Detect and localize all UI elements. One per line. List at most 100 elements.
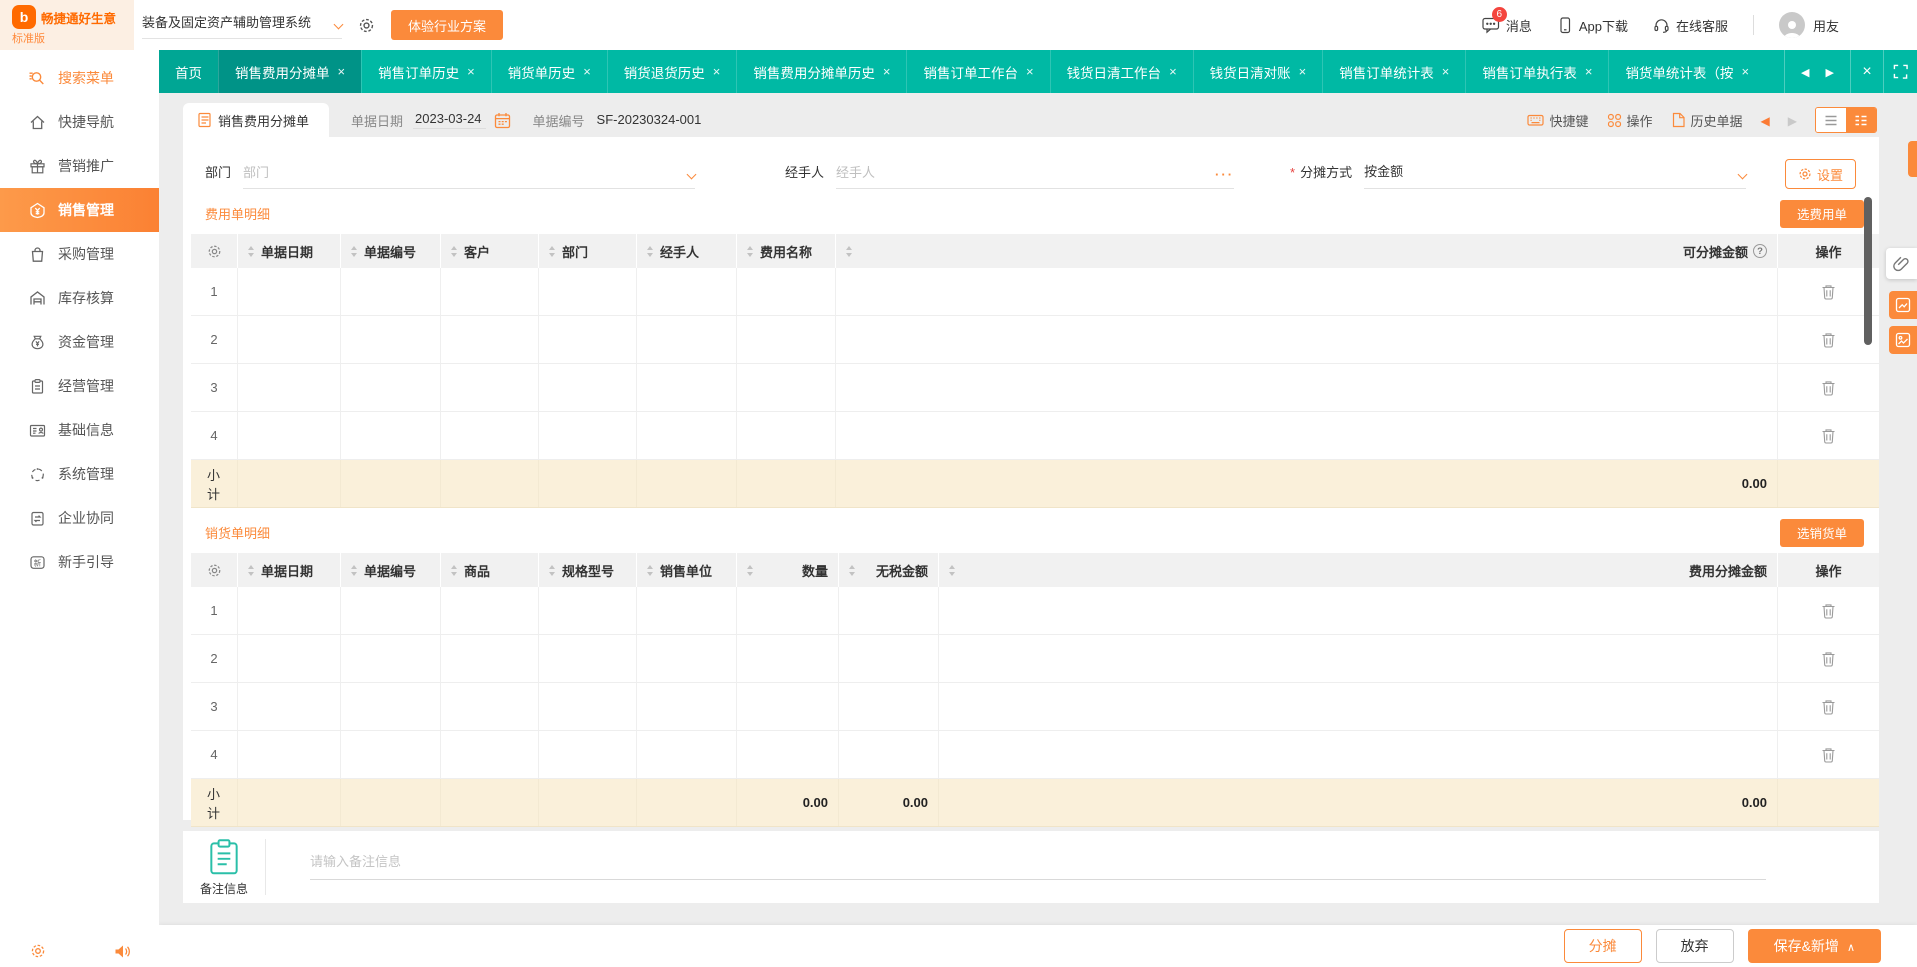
user-menu[interactable]: 用友 bbox=[1778, 12, 1839, 38]
sidebar-item-purchasing[interactable]: 采购管理 bbox=[0, 232, 159, 276]
tab-sales-expense-allocation[interactable]: 销售费用分摊单 bbox=[218, 50, 362, 93]
close-icon[interactable] bbox=[713, 64, 721, 79]
tab-sales-order-history[interactable]: 销售订单历史 bbox=[361, 50, 491, 93]
delete-row-button[interactable] bbox=[1818, 744, 1839, 766]
expense-row[interactable]: 3 bbox=[191, 364, 1879, 412]
sales-row[interactable]: 1 bbox=[191, 587, 1879, 635]
tab-cash-goods-workbench[interactable]: 钱货日清工作台 bbox=[1049, 50, 1193, 93]
close-icon[interactable] bbox=[1026, 64, 1034, 79]
delete-row-button[interactable] bbox=[1818, 648, 1839, 670]
close-icon[interactable] bbox=[883, 64, 891, 79]
discard-button[interactable]: 放弃 bbox=[1655, 929, 1734, 963]
sidebar-item-search-menu[interactable]: 搜索菜单 bbox=[0, 56, 159, 100]
sort-icon[interactable] bbox=[647, 565, 653, 576]
sidebar-item-collaboration[interactable]: 企业协同 bbox=[0, 496, 159, 540]
prev-doc-arrow[interactable] bbox=[1761, 113, 1770, 128]
calendar-icon[interactable] bbox=[494, 112, 511, 129]
column-settings-gear-icon[interactable] bbox=[191, 234, 238, 268]
tab-sales-order-exec[interactable]: 销售订单执行表 bbox=[1465, 50, 1608, 93]
vertical-scrollbar-thumb[interactable] bbox=[1864, 197, 1872, 345]
scroll-right-icon[interactable] bbox=[1826, 64, 1834, 79]
select-sales-doc-button[interactable]: 选销货单 bbox=[1779, 518, 1864, 547]
trial-button[interactable]: 体验行业方案 bbox=[391, 10, 504, 40]
close-icon[interactable] bbox=[583, 64, 591, 79]
col-handler[interactable]: 经手人 bbox=[637, 234, 737, 268]
help-icon[interactable] bbox=[1753, 244, 1767, 258]
side-panel-handle[interactable] bbox=[1908, 141, 1917, 177]
next-doc-arrow[interactable] bbox=[1788, 113, 1797, 128]
close-icon[interactable] bbox=[1585, 64, 1593, 79]
sidebar-item-operations[interactable]: 经营管理 bbox=[0, 364, 159, 408]
handler-field[interactable] bbox=[836, 165, 1235, 189]
tab-cash-goods-reconcile[interactable]: 钱货日清对账 bbox=[1192, 50, 1323, 93]
sidebar-item-system[interactable]: 系统管理 bbox=[0, 452, 159, 496]
tab-home[interactable]: 首页 bbox=[159, 50, 218, 93]
fullscreen-button[interactable] bbox=[1883, 50, 1917, 93]
sidebar-item-sales-management[interactable]: 销售管理 bbox=[0, 188, 159, 232]
col-spec-model[interactable]: 规格型号 bbox=[539, 553, 637, 587]
dept-select[interactable] bbox=[243, 165, 697, 189]
export-doc-button[interactable] bbox=[1889, 326, 1917, 354]
col-doc-no[interactable]: 单据编号 bbox=[341, 234, 441, 268]
delete-row-button[interactable] bbox=[1818, 281, 1839, 303]
delete-row-button[interactable] bbox=[1818, 600, 1839, 622]
allocate-button[interactable]: 分摊 bbox=[1563, 929, 1642, 963]
sort-icon[interactable] bbox=[451, 246, 457, 257]
handler-input[interactable] bbox=[836, 165, 1175, 180]
column-settings-gear-icon[interactable] bbox=[191, 553, 238, 587]
app-download-button[interactable]: App下载 bbox=[1557, 16, 1628, 35]
sort-icon[interactable] bbox=[549, 246, 555, 257]
tab-allocation-history[interactable]: 销售费用分摊单历史 bbox=[736, 50, 906, 93]
list-view-button[interactable] bbox=[1816, 108, 1846, 132]
sidebar-item-base-info[interactable]: 基础信息 bbox=[0, 408, 159, 452]
settings-button[interactable]: 设置 bbox=[1784, 159, 1856, 189]
col-allocated-expense[interactable]: 费用分摊金额 bbox=[939, 553, 1778, 587]
delete-row-button[interactable] bbox=[1818, 377, 1839, 399]
sales-row[interactable]: 4 bbox=[191, 731, 1879, 779]
select-expense-doc-button[interactable]: 选费用单 bbox=[1779, 199, 1864, 228]
detail-view-button[interactable] bbox=[1846, 108, 1876, 132]
messages-button[interactable]: 6 消息 bbox=[1482, 6, 1532, 35]
col-product[interactable]: 商品 bbox=[441, 553, 539, 587]
col-notax-amount[interactable]: 无税金额 bbox=[839, 553, 939, 587]
col-quantity[interactable]: 数量 bbox=[737, 553, 839, 587]
history-docs-button[interactable]: 历史单据 bbox=[1671, 111, 1743, 130]
delete-row-button[interactable] bbox=[1818, 329, 1839, 351]
col-doc-no[interactable]: 单据编号 bbox=[341, 553, 441, 587]
sidebar-item-guide[interactable]: 新 新手引导 bbox=[0, 540, 159, 584]
lookup-ellipsis-icon[interactable] bbox=[1215, 170, 1234, 180]
shortcut-keys-button[interactable]: 快捷键 bbox=[1527, 111, 1589, 130]
sort-icon[interactable] bbox=[451, 565, 457, 576]
tab-sales-invoice-stats[interactable]: 销货单统计表（按 bbox=[1608, 50, 1765, 93]
tab-sales-invoice-history[interactable]: 销货单历史 bbox=[490, 50, 607, 93]
tab-sales-order-stats[interactable]: 销售订单统计表 bbox=[1322, 50, 1465, 93]
sort-icon[interactable] bbox=[248, 565, 254, 576]
col-doc-date[interactable]: 单据日期 bbox=[238, 553, 341, 587]
remark-input[interactable] bbox=[310, 854, 1766, 869]
method-select[interactable]: 按金额 bbox=[1364, 161, 1748, 189]
sort-icon[interactable] bbox=[549, 565, 555, 576]
sort-icon[interactable] bbox=[747, 246, 753, 257]
expense-row[interactable]: 2 bbox=[191, 316, 1879, 364]
sort-icon[interactable] bbox=[949, 565, 955, 576]
dept-input[interactable] bbox=[243, 165, 628, 180]
close-icon[interactable] bbox=[1299, 64, 1307, 79]
sort-icon[interactable] bbox=[351, 565, 357, 576]
close-icon[interactable] bbox=[1442, 64, 1450, 79]
attachment-button[interactable] bbox=[1886, 248, 1917, 279]
sort-icon[interactable] bbox=[248, 246, 254, 257]
sort-icon[interactable] bbox=[849, 565, 855, 576]
sort-icon[interactable] bbox=[351, 246, 357, 257]
sort-icon[interactable] bbox=[647, 246, 653, 257]
sales-row[interactable]: 2 bbox=[191, 635, 1879, 683]
col-expense-name[interactable]: 费用名称 bbox=[737, 234, 836, 268]
expense-row[interactable]: 1 bbox=[191, 268, 1879, 316]
sidebar-item-marketing[interactable]: 营销推广 bbox=[0, 144, 159, 188]
sidebar-item-inventory[interactable]: 库存核算 bbox=[0, 276, 159, 320]
close-icon[interactable] bbox=[467, 64, 475, 79]
delete-row-button[interactable] bbox=[1818, 696, 1839, 718]
col-dept[interactable]: 部门 bbox=[539, 234, 637, 268]
close-icon[interactable] bbox=[1169, 64, 1177, 79]
settings-gear-icon[interactable] bbox=[30, 943, 46, 959]
sales-row[interactable]: 3 bbox=[191, 683, 1879, 731]
